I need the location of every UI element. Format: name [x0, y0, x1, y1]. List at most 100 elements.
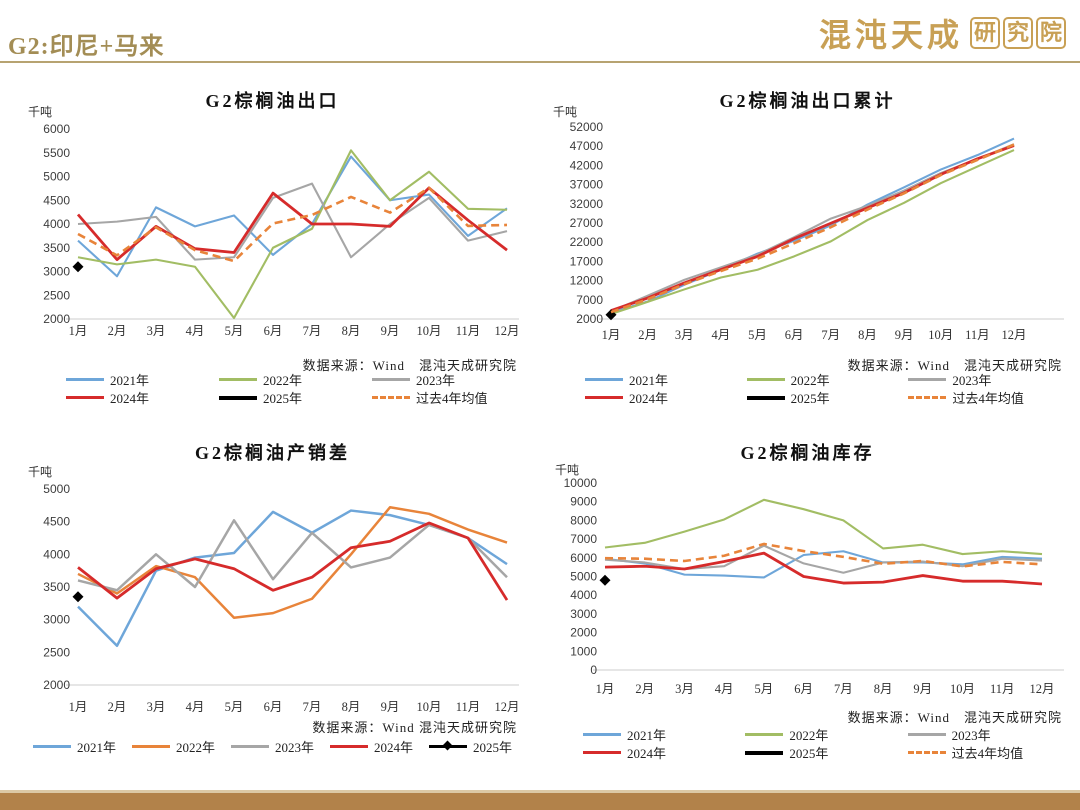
x-tick-label: 7月: [821, 328, 840, 342]
y-tick-label: 10000: [564, 476, 598, 490]
y-tick-label: 4000: [43, 547, 70, 561]
page-title: G2:印尼+马来: [8, 34, 165, 60]
legend-label: 2021年: [110, 373, 150, 388]
legend-swatch: [746, 395, 785, 400]
series-line-2024年: [77, 521, 509, 601]
y-tick-label: 3000: [43, 613, 70, 627]
legend-swatch: [908, 396, 947, 399]
x-tick-label: 10月: [416, 700, 441, 714]
legend-item-2021年: 2021年: [66, 372, 219, 388]
y-tick-label: 47000: [570, 139, 604, 153]
legend-item-2021年: 2021年: [583, 727, 745, 743]
series-line-2023年: [77, 182, 508, 261]
x-tick-label: 11月: [456, 324, 481, 338]
x-tick-label: 10月: [950, 682, 975, 696]
legend-swatch: [745, 733, 784, 736]
chart-canvas: 2000 2500 3000 3500 4000 4500 5000 1月 2月 3月 4月 5月 6月…: [43, 482, 519, 714]
x-tick-label: 6月: [264, 324, 283, 338]
y-tick-label: 22000: [570, 235, 604, 249]
y-tick-label: 8000: [570, 513, 597, 527]
x-tick-label: 12月: [494, 700, 519, 714]
legend-label: 2022年: [790, 373, 830, 388]
legend-swatch: [583, 751, 621, 754]
x-tick-label: 4月: [712, 328, 731, 342]
legend-label: 2022年: [175, 740, 215, 755]
legend-item-2025年: 2025年: [219, 390, 372, 406]
diamond-marker-2025年: [72, 261, 84, 273]
data-source-note: 数据来源：Wind 混沌天成研究院: [847, 358, 1062, 373]
legend-swatch: [583, 733, 621, 736]
x-tick-label: 6月: [794, 682, 813, 696]
company-logo: 混沌天成 研 究 院: [819, 10, 1066, 56]
series-line-2024年: [604, 551, 1043, 586]
y-tick-label: 2500: [43, 288, 70, 302]
legend-label: 2022年: [789, 728, 829, 743]
legend-item-过去4年均值: 过去4年均值: [907, 745, 1070, 761]
legend-swatch: [330, 745, 368, 748]
series-line-过去4年均值: [604, 542, 1043, 568]
legend-label: 2025年: [790, 391, 830, 406]
y-tick-label: 2000: [576, 312, 603, 326]
y-tick-label: 27000: [570, 216, 604, 230]
y-tick-label: 3000: [570, 607, 597, 621]
legend-diamond-icon: [442, 740, 453, 751]
y-tick-label: 4500: [43, 515, 70, 529]
axis-unit-label: 千吨: [28, 465, 53, 479]
legend-item-2024年: 2024年: [583, 745, 745, 761]
legend-item-2024年: 2024年: [330, 739, 413, 755]
y-tick-label: 32000: [570, 197, 604, 211]
x-tick-label: 2月: [638, 328, 657, 342]
legend-label: 2024年: [629, 391, 669, 406]
legend-item-2022年: 2022年: [219, 372, 372, 388]
data-source-note: 数据来源：Wind 混沌天成研究院: [847, 710, 1062, 725]
series-line-2022年: [604, 498, 1043, 556]
x-tick-label: 2月: [108, 700, 127, 714]
x-tick-label: 5月: [225, 324, 244, 338]
x-tick-label: 9月: [913, 682, 932, 696]
legend-swatch: [32, 745, 71, 748]
x-tick-label: 1月: [602, 328, 621, 342]
legend-item-2025年: 2025年: [746, 390, 909, 406]
y-tick-label: 2000: [43, 678, 70, 692]
legend-label: 2022年: [263, 373, 303, 388]
y-tick-label: 2000: [43, 312, 70, 326]
chart-legend: 2021年 2022年 2023年 2024年 2025年: [20, 739, 525, 755]
y-tick-label: 1000: [570, 644, 597, 658]
y-tick-label: 7000: [570, 532, 597, 546]
y-tick-label: 2500: [43, 645, 70, 659]
y-tick-label: 37000: [570, 178, 604, 192]
y-tick-label: 7000: [576, 293, 603, 307]
x-tick-label: 4月: [186, 324, 205, 338]
y-tick-label: 4000: [43, 217, 70, 231]
legend-item-2023年: 2023年: [230, 739, 314, 755]
legend-row: 2024年 2025年 过去4年均值: [545, 390, 1070, 406]
legend-swatch: [907, 751, 946, 754]
series-line-过去4年均值: [610, 143, 1015, 314]
x-tick-label: 3月: [147, 700, 166, 714]
data-source-note: 数据来源：Wind 混沌天成研究院: [312, 720, 517, 735]
x-tick-label: 7月: [303, 324, 322, 338]
chart-legend: 2021年 2022年 2023年 2024年 2025年 过去4年均值: [545, 727, 1070, 763]
legend-row: 2021年 2022年 2023年: [20, 372, 525, 388]
y-tick-label: 9000: [570, 495, 597, 509]
legend-label: 2023年: [274, 740, 314, 755]
x-tick-label: 8月: [342, 700, 361, 714]
x-tick-label: 10月: [928, 328, 953, 342]
x-tick-label: 11月: [456, 700, 481, 714]
legend-label: 2023年: [951, 728, 991, 743]
y-tick-label: 5000: [43, 482, 70, 496]
x-tick-label: 12月: [1001, 328, 1026, 342]
legend-swatch: [66, 396, 104, 399]
x-tick-label: 9月: [381, 700, 400, 714]
x-tick-label: 2月: [635, 682, 654, 696]
legend-row: 2024年 2025年 过去4年均值: [20, 390, 525, 406]
legend-swatch: [745, 750, 784, 755]
legend-item-2022年: 2022年: [131, 739, 215, 755]
legend-item-2025年: 2025年: [745, 745, 907, 761]
series-line-2022年: [77, 149, 508, 320]
legend-swatch: [372, 378, 410, 381]
x-tick-label: 7月: [834, 682, 853, 696]
chart-canvas: 0 1000 2000 3000 4000 5000 6000 7000 8000 9000 100…: [564, 476, 1064, 696]
series-line-2023年: [77, 519, 508, 592]
legend-swatch: [219, 378, 257, 381]
